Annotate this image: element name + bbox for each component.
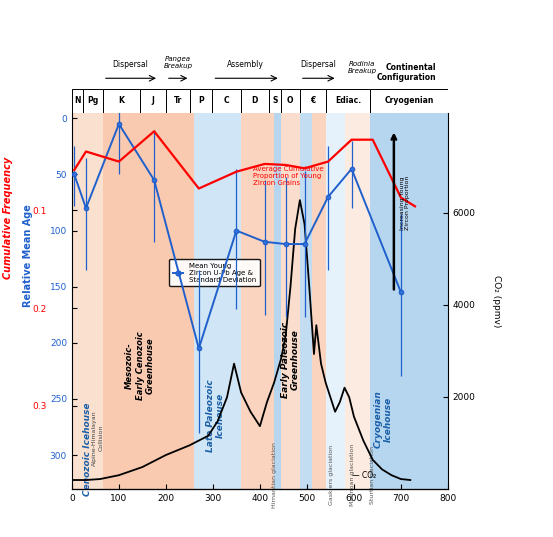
Text: Gaskiers glaciation: Gaskiers glaciation (330, 445, 335, 505)
Bar (140, 89, 166, 113)
Text: Late Paleozoic
Icehouse: Late Paleozoic Icehouse (206, 379, 225, 452)
Text: Tr: Tr (174, 96, 182, 105)
Bar (371, 113, 448, 489)
Text: C: C (224, 96, 229, 105)
Text: Rodinia
Breakup: Rodinia Breakup (348, 61, 377, 75)
Text: €: € (310, 96, 316, 105)
Text: J: J (152, 96, 155, 105)
Text: Cumulative Frequency: Cumulative Frequency (3, 157, 13, 279)
Bar (241, 89, 269, 113)
Bar (326, 113, 345, 489)
Bar (345, 113, 371, 489)
Bar (83, 89, 103, 113)
Text: Ediac.: Ediac. (335, 96, 361, 105)
Bar (312, 113, 326, 489)
Text: Marinoan glaciation: Marinoan glaciation (351, 444, 356, 506)
Text: Average Cumulative
Proportion of Young
Zircon Grains: Average Cumulative Proportion of Young Z… (253, 165, 324, 185)
Text: Mesozoic-
Early Cenozoic
Greenhouse: Mesozoic- Early Cenozoic Greenhouse (125, 331, 155, 400)
Text: O: O (287, 96, 294, 105)
Text: Early Paleozoic
Greenhouse: Early Paleozoic Greenhouse (281, 322, 300, 398)
Bar (280, 89, 300, 113)
Text: S: S (272, 96, 278, 105)
Text: Pangea
Breakup: Pangea Breakup (164, 56, 192, 69)
Text: — CO₂: — CO₂ (352, 471, 376, 480)
Bar (269, 89, 280, 113)
Bar (371, 89, 448, 113)
Text: Assembly: Assembly (227, 60, 264, 69)
Text: Increasing Young
Zircon Proportion: Increasing Young Zircon Proportion (399, 176, 410, 230)
Bar (300, 113, 312, 489)
Text: Cryogenian
Icehouse: Cryogenian Icehouse (373, 390, 393, 448)
Y-axis label: CO₂ (ppmv): CO₂ (ppmv) (493, 274, 502, 327)
Bar (103, 113, 194, 489)
Bar (274, 113, 280, 489)
Text: Cryogenian: Cryogenian (384, 96, 434, 105)
Bar (72, 113, 103, 489)
Legend: Mean Young
Zircon U-Pb Age &
Standard Deviation: Mean Young Zircon U-Pb Age & Standard De… (169, 259, 259, 286)
Text: P: P (199, 96, 204, 105)
Bar (194, 113, 241, 489)
Text: Dispersal: Dispersal (113, 60, 149, 69)
Bar (241, 113, 274, 489)
Bar (72, 89, 83, 113)
Bar (103, 89, 140, 113)
Text: Pg: Pg (87, 96, 98, 105)
Bar (326, 89, 371, 113)
Text: Dispersal: Dispersal (301, 60, 337, 69)
Text: Alpine-Himalayan
Collision: Alpine-Himalayan Collision (92, 410, 103, 466)
Text: N: N (74, 96, 81, 105)
Bar (212, 89, 241, 113)
Bar (166, 89, 190, 113)
Bar (190, 89, 212, 113)
Text: Continental
Configuration: Continental Configuration (377, 63, 436, 82)
Text: Cenozoic Icehouse: Cenozoic Icehouse (83, 403, 92, 496)
Text: Relative Mean Age: Relative Mean Age (23, 204, 33, 307)
Text: D: D (252, 96, 258, 105)
Text: K: K (118, 96, 124, 105)
Bar (300, 89, 326, 113)
Text: Hirnantian glaciation: Hirnantian glaciation (272, 442, 276, 508)
Bar (280, 113, 300, 489)
Text: Sturtian glaciation: Sturtian glaciation (370, 446, 375, 504)
